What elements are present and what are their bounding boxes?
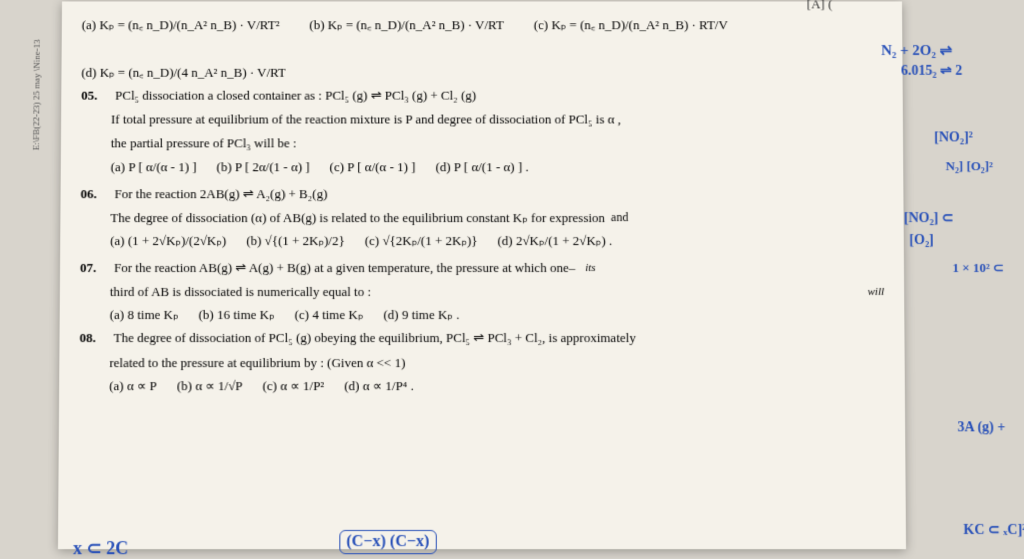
previous-question-options: (a) Kₚ = (n꜀ n_D)/(n_A² n_B) · V/RT² (b)…: [81, 15, 882, 80]
q06-d: (d) 2√Kₚ/(1 + 2√Kₚ) .: [498, 233, 613, 249]
q07-number: 07.: [80, 260, 106, 276]
margin-its: its: [585, 262, 595, 274]
opt-a: (a) Kₚ = (n꜀ n_D)/(n_A² n_B) · V/RT²: [82, 15, 280, 33]
handwriting-kc: KC ⊂ ₓC]²: [963, 522, 1024, 539]
q07-a: (a) 8 time Kₚ: [110, 307, 179, 323]
q05-line3: the partial pressure of PCl₃ will be :: [111, 135, 297, 153]
q05-line2: If total pressure at equilibrium of the …: [111, 111, 621, 129]
q07-line2: third of AB is dissociated is numericall…: [110, 283, 371, 301]
q05-d: (d) P [ α/(1 - α) ] .: [436, 159, 529, 175]
answer-bracket-a: [A] (: [807, 0, 833, 12]
q07-line1: For the reaction AB(g) ⇌ A(g) + B(g) at …: [114, 259, 575, 277]
q06-line1: For the reaction 2AB(g) ⇌ A₂(g) + B₂(g): [114, 185, 327, 203]
handwriting-x2c: x ⊂ 2C: [73, 538, 128, 559]
q06-c: (c) √{2Kₚ/(1 + 2Kₚ)}: [365, 233, 478, 249]
q07: 07. For the reaction AB(g) ⇌ A(g) + B(g)…: [80, 259, 884, 277]
q08-d: (d) α ∝ 1/P⁴ .: [344, 378, 414, 394]
handwriting-o2: [O₂]: [909, 233, 934, 249]
opt-c: (c) Kₚ = (n꜀ n_D)/(n_A² n_B) · RT/V: [534, 15, 728, 33]
q05-options: (a) P [ α/(α - 1) ] (b) P [ 2α/(1 - α) ]…: [111, 159, 884, 175]
q06-a: (a) (1 + 2√Kₚ)/(2√Kₚ): [110, 233, 226, 249]
q08-line1: The degree of dissociation of PCl₅ (g) o…: [114, 329, 636, 347]
q07-options: (a) 8 time Kₚ (b) 16 time Kₚ (c) 4 time …: [110, 307, 885, 323]
q05: 05. PCl₅ dissociation a closed container…: [81, 87, 883, 105]
handwriting-3ag: 3A (g) +: [958, 420, 1006, 436]
q06-line2: The degree of dissociation (α) of AB(g) …: [110, 209, 605, 227]
side-code: E:\FB(22-23) 25 may \Nine-13: [31, 39, 42, 150]
q08: 08. The degree of dissociation of PCl₅ (…: [79, 329, 884, 347]
opt-b: (b) Kₚ = (n꜀ n_D)/(n_A² n_B) · V/RT: [309, 15, 504, 33]
handwriting-no2: [NO₂] ⊂: [904, 210, 954, 227]
q05-line1: PCl₅ dissociation a closed container as …: [115, 87, 476, 105]
q07-c: (c) 4 time Kₚ: [295, 307, 364, 323]
q05-number: 05.: [81, 88, 107, 104]
q08-options: (a) α ∝ P (b) α ∝ 1/√P (c) α ∝ 1/P² (d) …: [109, 378, 885, 394]
q05-b: (b) P [ 2α/(1 - α) ]: [217, 159, 310, 175]
q08-c: (c) α ∝ 1/P²: [263, 378, 325, 394]
q06-number: 06.: [81, 186, 107, 202]
handwriting-eq1: N₂ + 2O₂ ⇌: [881, 41, 952, 60]
q06-b: (b) √{(1 + 2Kₚ)/2}: [246, 233, 345, 249]
handwriting-cx-boxed: (C−x) (C−x): [339, 530, 436, 554]
q07-b: (b) 16 time Kₚ: [199, 307, 275, 323]
q05-c: (c) P [ α/(α - 1) ]: [330, 159, 416, 175]
q07-d: (d) 9 time Kₚ .: [383, 307, 459, 323]
margin-and: and: [611, 210, 628, 225]
margin-will: will: [868, 286, 885, 298]
opt-d: (d) Kₚ = (n꜀ n_D)/(4 n_A² n_B) · V/RT: [81, 63, 286, 81]
q06-options: (a) (1 + 2√Kₚ)/(2√Kₚ) (b) √{(1 + 2Kₚ)/2}…: [110, 233, 884, 249]
q08-b: (b) α ∝ 1/√P: [177, 378, 243, 394]
q08-a: (a) α ∝ P: [109, 378, 157, 394]
q05-a: (a) P [ α/(α - 1) ]: [111, 159, 197, 175]
q08-number: 08.: [79, 330, 105, 346]
exam-page: E:\FB(22-23) 25 may \Nine-13 (a) Kₚ = (n…: [58, 1, 906, 549]
q08-line2: related to the pressure at equilibrium b…: [109, 354, 405, 372]
handwriting-no2-sq: [NO₂]²: [934, 130, 973, 146]
handwriting-eq2: 6.015₂ ⇌ 2: [901, 63, 962, 80]
handwriting-n2o2: N₂] [O₂]²: [946, 158, 993, 174]
handwriting-1e2: 1 × 10² ⊂: [952, 260, 1004, 276]
q06: 06. For the reaction 2AB(g) ⇌ A₂(g) + B₂…: [80, 185, 883, 203]
